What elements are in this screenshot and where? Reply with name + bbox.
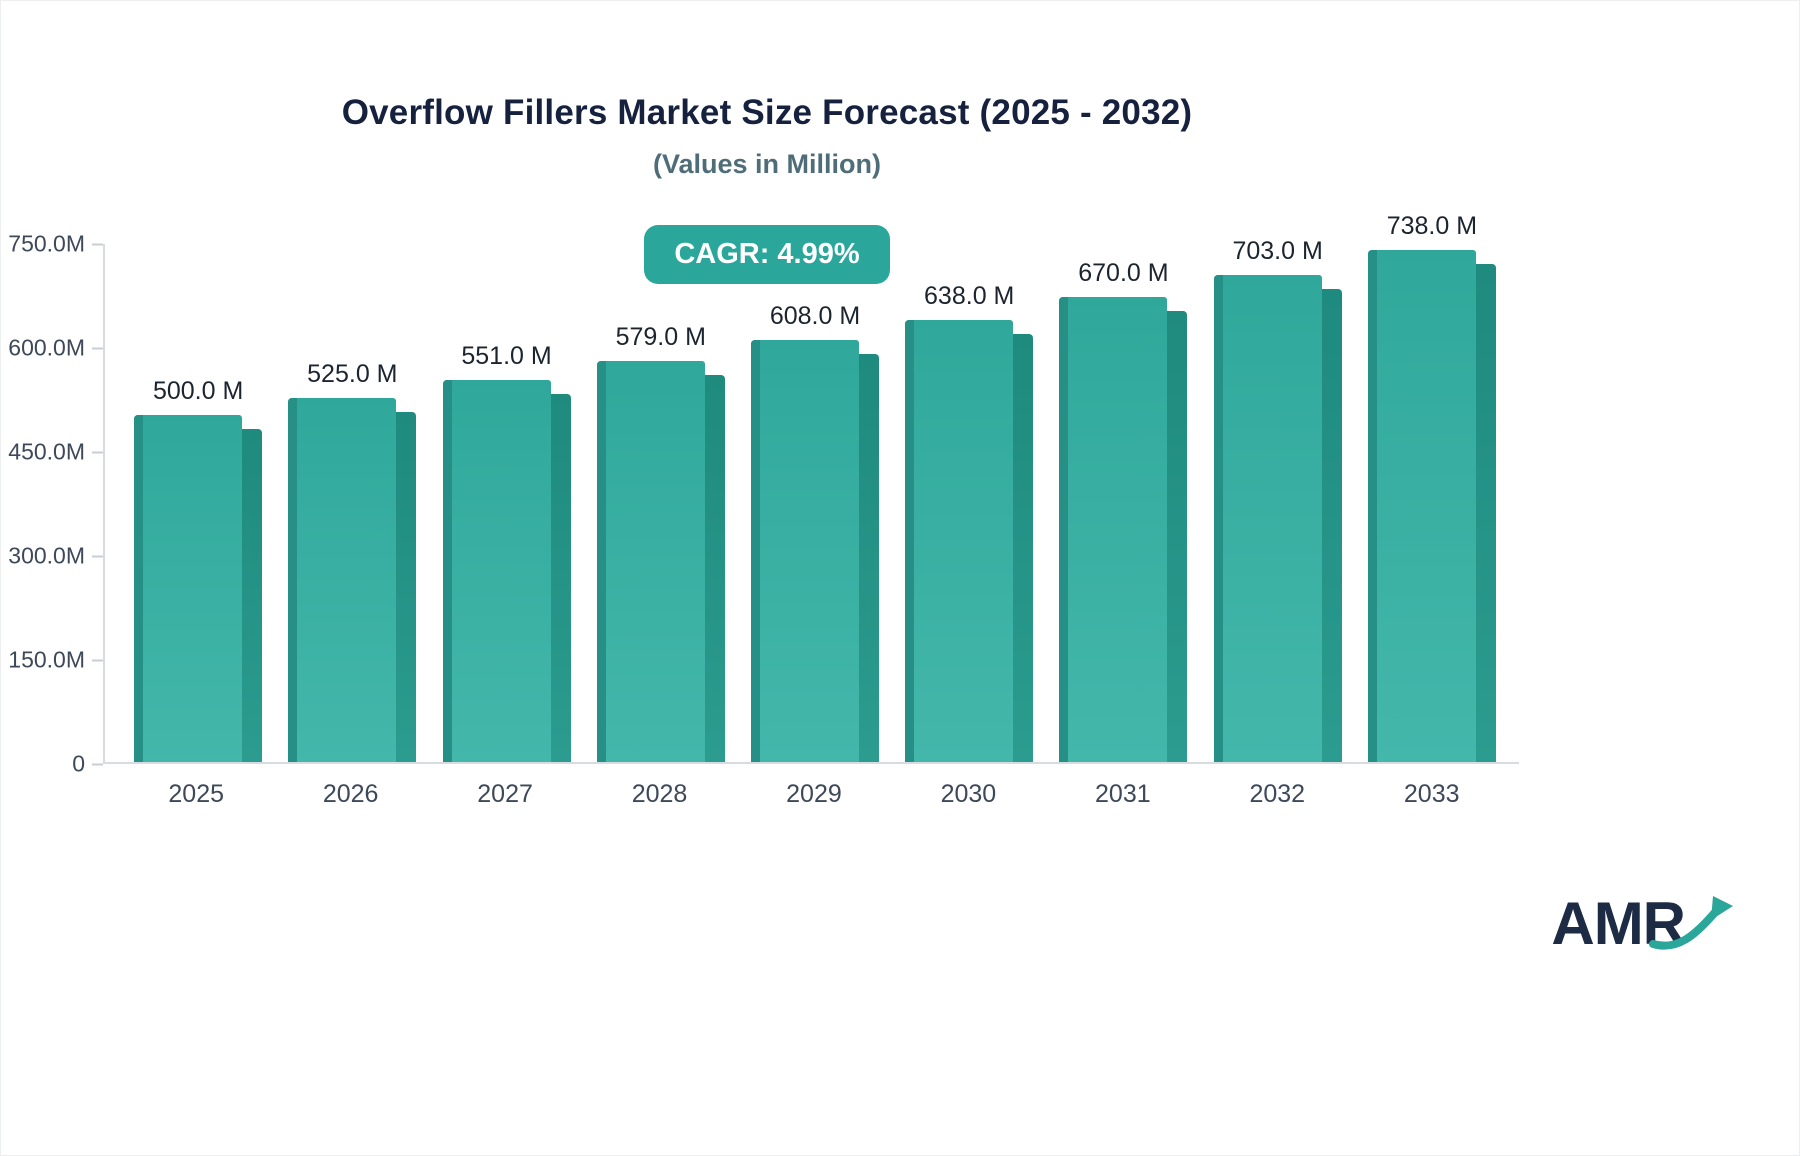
x-axis-label: 2032 — [1249, 780, 1306, 808]
bar-face — [596, 361, 705, 762]
x-axis-label: 2025 — [168, 780, 225, 808]
bar-2031 — [1059, 297, 1188, 762]
x-axis-label: 2028 — [631, 780, 688, 808]
plot-area: 500.0 M 525.0 M 551.0 M 579.0 M 608.0 M 638.0… — [103, 212, 1519, 764]
bar-value-label: 579.0 M — [615, 323, 706, 351]
y-tick-dash — [92, 347, 103, 349]
bar-2030 — [905, 320, 1034, 762]
chart-title: Overflow Fillers Market Size Forecast (2… — [341, 93, 1193, 132]
bar-value-label: 638.0 M — [924, 282, 1015, 310]
y-tick: 600.0M — [8, 335, 103, 362]
bar-left-edge — [750, 340, 760, 762]
y-tick-dash — [92, 451, 103, 453]
y-tick-label: 0 — [72, 750, 85, 777]
bar-2027 — [442, 380, 571, 762]
x-axis-label: 2030 — [940, 780, 997, 808]
y-tick-label: 150.0M — [8, 646, 85, 673]
y-axis: 0 150.0M 300.0M 450.0M 600.0M 750.0M — [8, 231, 103, 777]
y-tick-dash — [92, 555, 103, 557]
bar-face — [288, 398, 397, 762]
bar-column: 500.0 M — [121, 377, 275, 762]
y-tick: 150.0M — [8, 647, 103, 674]
bar-face — [905, 320, 1014, 762]
bar-value-label: 608.0 M — [769, 302, 861, 330]
bar-face — [750, 340, 859, 762]
bar-column: 738.0 M — [1355, 212, 1509, 762]
bar-right-side — [1475, 264, 1496, 762]
amr-logo: AMR — [1551, 894, 1735, 954]
bar-left-edge — [596, 361, 606, 762]
bar-column: 608.0 M — [738, 302, 892, 762]
bar-2026 — [288, 398, 417, 762]
bar-2028 — [596, 361, 725, 762]
bar-face — [442, 380, 551, 762]
x-axis-label: 2031 — [1095, 780, 1151, 808]
x-axis-labels: 2025 2026 2027 2028 2029 2030 2031 2032 2033 — [103, 780, 1519, 809]
bar-right-side — [550, 394, 571, 762]
bar-2029 — [750, 340, 879, 762]
x-axis-label: 2027 — [477, 780, 533, 808]
bar-face — [1213, 275, 1322, 762]
bar-right-side — [1013, 334, 1034, 762]
bar-left-edge — [1059, 297, 1069, 762]
bar-value-label: 500.0 M — [152, 377, 244, 405]
bar-value-label: 551.0 M — [461, 342, 552, 370]
y-tick-dash — [92, 659, 103, 661]
bar-face — [1367, 250, 1476, 762]
bar-2025 — [134, 415, 263, 762]
y-tick: 450.0M — [8, 439, 103, 466]
y-tick: 0 — [72, 751, 103, 778]
bar-right-side — [242, 429, 263, 762]
bar-face — [134, 415, 243, 762]
x-axis-label: 2033 — [1403, 780, 1460, 808]
chart-header: Overflow Fillers Market Size Forecast (2… — [15, 1, 1519, 180]
y-tick-label: 750.0M — [8, 230, 85, 257]
x-axis-label: 2029 — [786, 780, 842, 808]
bar-column: 670.0 M — [1046, 259, 1200, 762]
bar-right-side — [1167, 311, 1188, 762]
bar-column: 638.0 M — [892, 282, 1046, 762]
bar-right-side — [1321, 289, 1342, 762]
bar-left-edge — [134, 415, 144, 762]
y-tick-dash — [92, 243, 103, 245]
bar-2033 — [1367, 250, 1496, 762]
bar-value-label: 703.0 M — [1232, 237, 1323, 265]
bar-right-side — [704, 375, 725, 762]
bar-face — [1059, 297, 1168, 762]
bar-left-edge — [288, 398, 298, 762]
y-tick-label: 300.0M — [8, 542, 85, 569]
bar-column: 703.0 M — [1201, 237, 1355, 762]
bar-right-side — [396, 412, 417, 762]
y-tick-label: 600.0M — [8, 334, 85, 361]
bar-column: 579.0 M — [584, 323, 738, 762]
logo-arrow-icon — [1649, 896, 1733, 950]
bar-value-label: 738.0 M — [1386, 212, 1478, 240]
y-tick-label: 450.0M — [8, 438, 85, 465]
bar-value-label: 525.0 M — [307, 360, 398, 388]
bar-left-edge — [1367, 250, 1377, 762]
bar-left-edge — [905, 320, 915, 762]
bar-left-edge — [1213, 275, 1223, 762]
bar-left-edge — [442, 380, 452, 762]
bar-column: 525.0 M — [275, 360, 429, 762]
y-tick-dash — [92, 763, 103, 765]
bar-value-label: 670.0 M — [1078, 259, 1169, 287]
x-axis-label: 2026 — [322, 780, 379, 808]
y-tick: 750.0M — [8, 231, 103, 258]
bar-2032 — [1213, 275, 1342, 762]
bar-right-side — [858, 354, 879, 762]
y-tick: 300.0M — [8, 543, 103, 570]
chart-subtitle: (Values in Million) — [652, 149, 882, 179]
bar-column: 551.0 M — [429, 342, 583, 762]
